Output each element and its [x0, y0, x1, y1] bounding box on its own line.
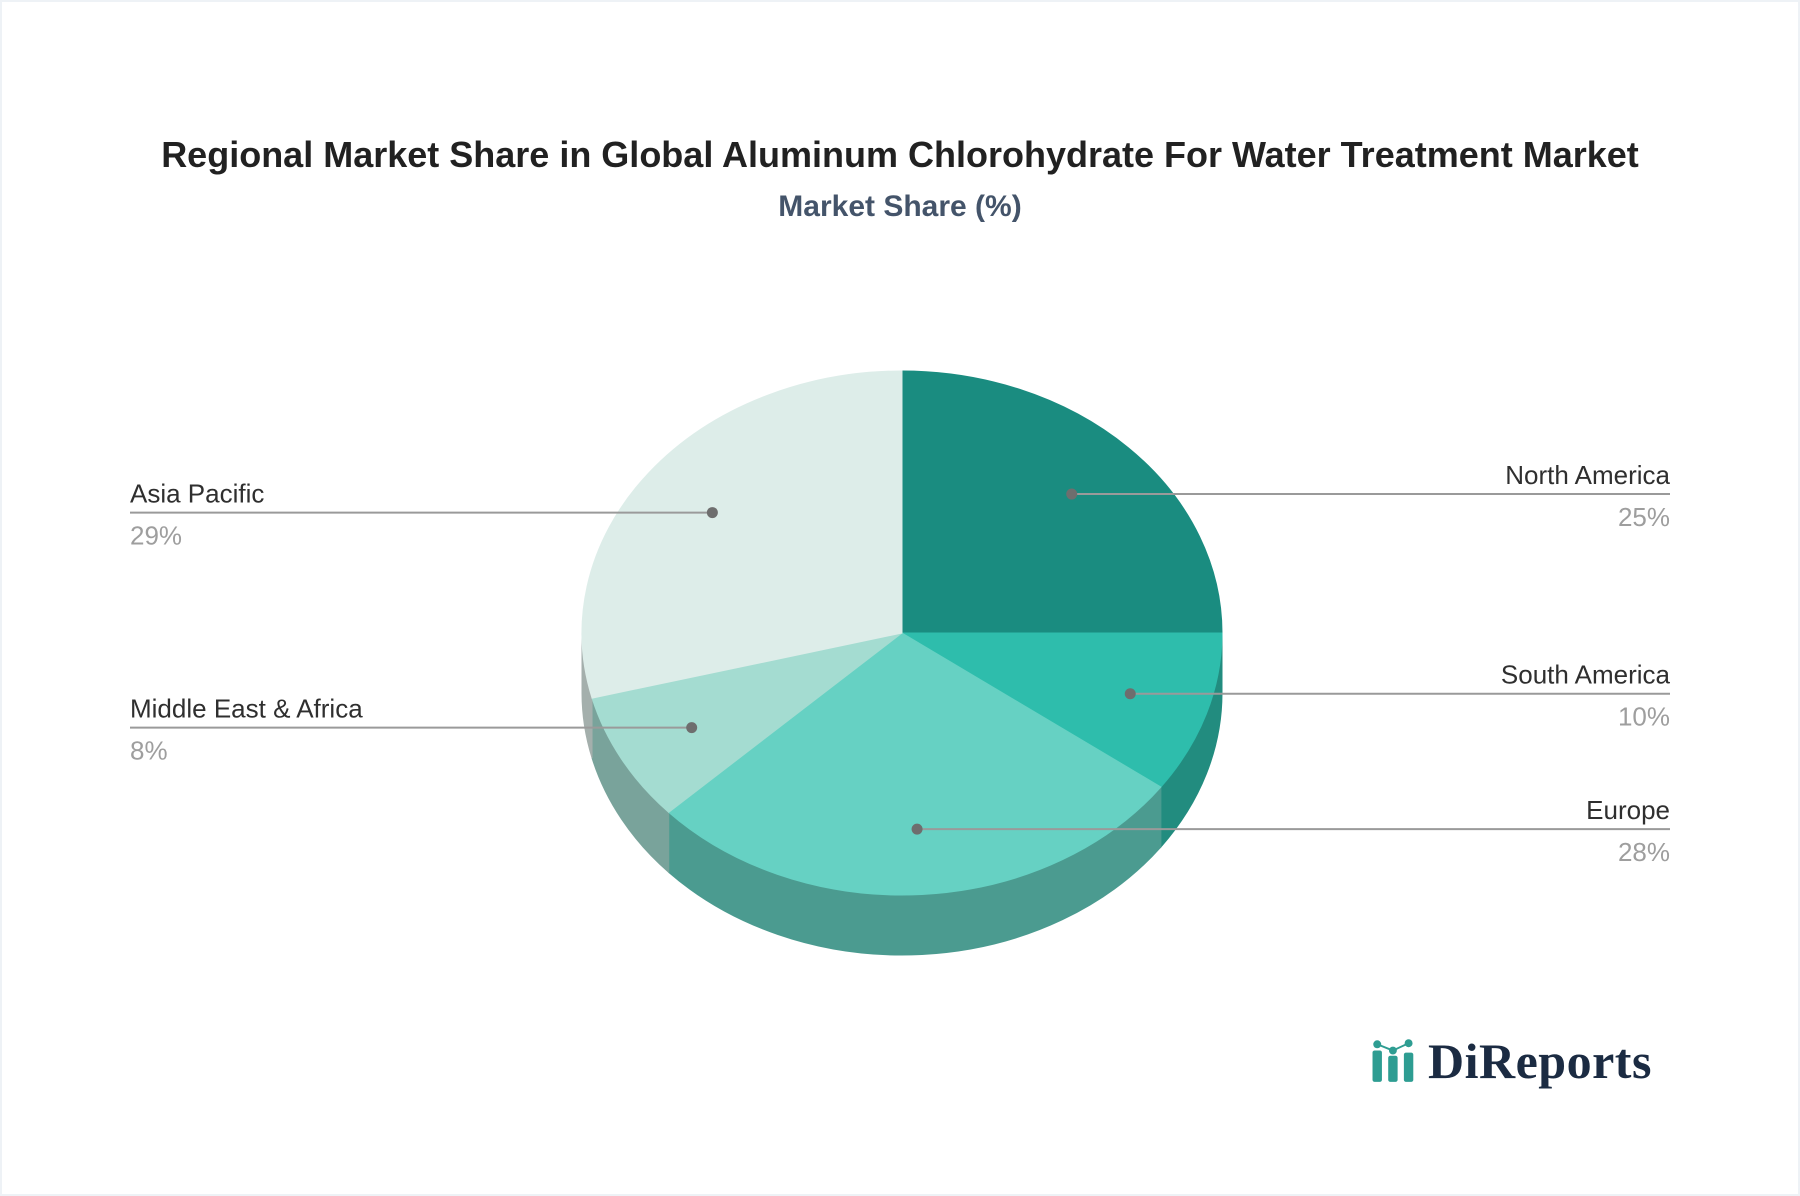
pie-slice-north-america[interactable] [901, 370, 1223, 634]
slice-value-north-america: 25% [1618, 502, 1670, 532]
slice-label-south-america: South America [1501, 660, 1671, 690]
slice-value-middle-east-africa: 8% [130, 736, 168, 766]
pie-slice-south-america[interactable] [900, 632, 1223, 788]
slice-value-asia-pacific: 29% [130, 521, 182, 551]
slice-label-north-america: North America [1505, 460, 1670, 490]
connector-dot-north-america [1066, 488, 1078, 500]
connector-dot-middle-east-africa [686, 722, 698, 734]
slice-value-south-america: 10% [1618, 702, 1670, 732]
slice-label-asia-pacific: Asia Pacific [130, 479, 264, 509]
connector-dot-europe [911, 823, 923, 835]
slice-label-middle-east-africa: Middle East & Africa [130, 694, 363, 724]
brand-name: DiReports [1428, 1033, 1652, 1089]
bar-line-chart-icon [1372, 1039, 1414, 1082]
chart-subtitle: Market Share (%) [778, 190, 1022, 223]
connector-dot-asia-pacific [706, 507, 718, 519]
pie-slice-asia-pacific[interactable] [581, 370, 903, 699]
pie-slice-middle-east-africa[interactable] [591, 632, 903, 813]
connector-dot-south-america [1124, 688, 1136, 700]
slice-value-europe: 28% [1618, 837, 1670, 867]
chart-title: Regional Market Share in Global Aluminum… [161, 134, 1639, 175]
direports-logo: DiReports [1372, 1036, 1652, 1086]
slice-label-europe: Europe [1586, 795, 1670, 825]
